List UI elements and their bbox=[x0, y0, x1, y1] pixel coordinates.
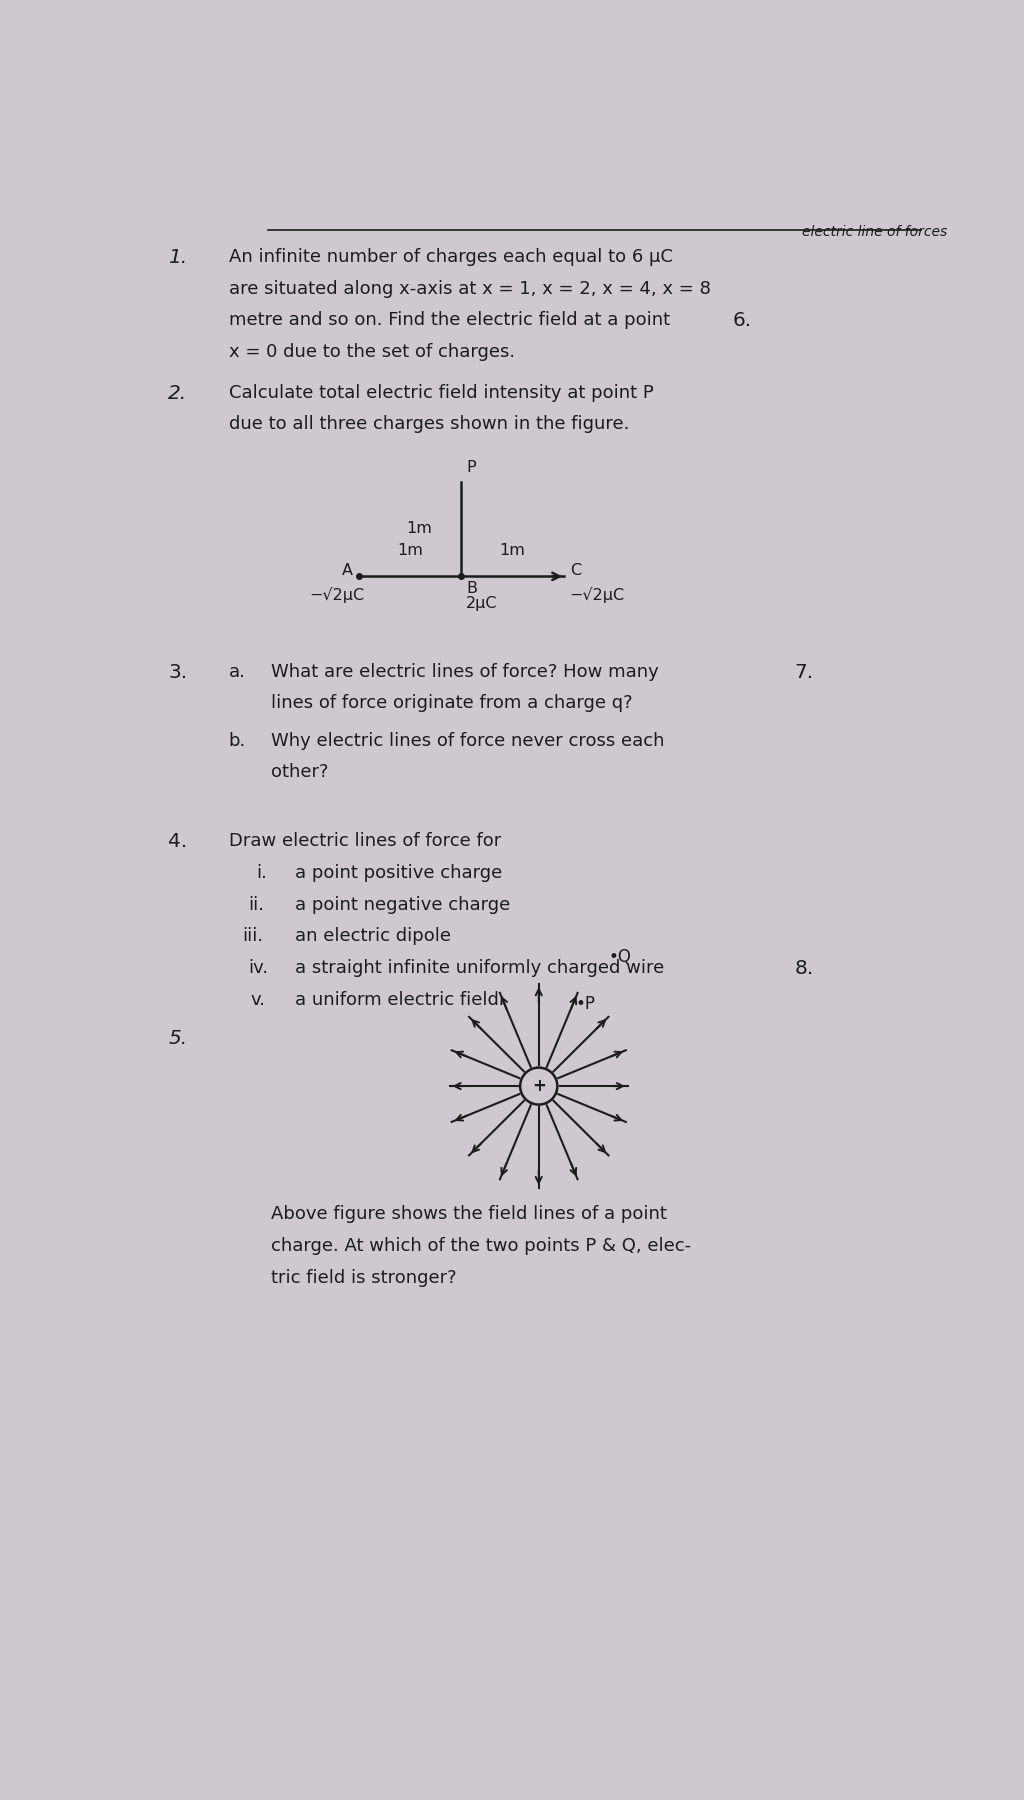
Text: iii.: iii. bbox=[243, 927, 264, 945]
Text: x = 0 due to the set of charges.: x = 0 due to the set of charges. bbox=[228, 344, 515, 362]
Text: 3.: 3. bbox=[168, 662, 187, 682]
Text: 2μC: 2μC bbox=[466, 596, 498, 612]
Text: i.: i. bbox=[256, 864, 266, 882]
Text: lines of force originate from a charge q?: lines of force originate from a charge q… bbox=[271, 695, 633, 713]
Text: P: P bbox=[466, 461, 475, 475]
Text: 7.: 7. bbox=[795, 662, 814, 682]
Text: 1m: 1m bbox=[500, 544, 525, 558]
Text: tric field is stronger?: tric field is stronger? bbox=[271, 1269, 457, 1287]
Text: 5.: 5. bbox=[168, 1030, 187, 1048]
Text: due to all three charges shown in the figure.: due to all three charges shown in the fi… bbox=[228, 416, 629, 434]
Text: ii.: ii. bbox=[248, 896, 264, 914]
Text: 1m: 1m bbox=[406, 522, 432, 536]
Text: Calculate total electric field intensity at point P: Calculate total electric field intensity… bbox=[228, 383, 653, 401]
Text: +: + bbox=[531, 1076, 546, 1094]
Text: What are electric lines of force? How many: What are electric lines of force? How ma… bbox=[271, 662, 659, 680]
Text: −√2μC: −√2μC bbox=[309, 587, 365, 603]
Text: a point negative charge: a point negative charge bbox=[295, 896, 510, 914]
Text: b.: b. bbox=[228, 733, 246, 751]
Text: v.: v. bbox=[251, 990, 265, 1008]
Text: iv.: iv. bbox=[248, 959, 268, 977]
Text: charge. At which of the two points P & Q, elec-: charge. At which of the two points P & Q… bbox=[271, 1237, 691, 1255]
Text: 2.: 2. bbox=[168, 383, 187, 403]
Text: 1.: 1. bbox=[168, 248, 187, 268]
Text: Above figure shows the field lines of a point: Above figure shows the field lines of a … bbox=[271, 1206, 668, 1224]
Text: 1m: 1m bbox=[397, 544, 423, 558]
Text: electric line of forces: electric line of forces bbox=[802, 225, 947, 239]
Text: an electric dipole: an electric dipole bbox=[295, 927, 451, 945]
Text: a.: a. bbox=[228, 662, 246, 680]
Text: 4.: 4. bbox=[168, 832, 187, 851]
Text: are situated along x-axis at x = 1, x = 2, x = 4, x = 8: are situated along x-axis at x = 1, x = … bbox=[228, 281, 711, 299]
Text: C: C bbox=[569, 563, 581, 578]
Text: a point positive charge: a point positive charge bbox=[295, 864, 502, 882]
Text: 6.: 6. bbox=[732, 311, 752, 331]
Text: −√2μC: −√2μC bbox=[569, 587, 625, 603]
Text: a uniform electric field: a uniform electric field bbox=[295, 990, 499, 1008]
Text: 8.: 8. bbox=[795, 959, 814, 977]
Text: A: A bbox=[342, 563, 352, 578]
Text: other?: other? bbox=[271, 763, 329, 781]
Text: •P: •P bbox=[575, 995, 596, 1013]
Text: Draw electric lines of force for: Draw electric lines of force for bbox=[228, 832, 501, 850]
Text: •Q: •Q bbox=[608, 947, 632, 965]
Text: metre and so on. Find the electric field at a point: metre and so on. Find the electric field… bbox=[228, 311, 670, 329]
Text: Why electric lines of force never cross each: Why electric lines of force never cross … bbox=[271, 733, 665, 751]
Text: An infinite number of charges each equal to 6 μC: An infinite number of charges each equal… bbox=[228, 248, 673, 266]
Text: a straight infinite uniformly charged wire: a straight infinite uniformly charged wi… bbox=[295, 959, 664, 977]
Text: B: B bbox=[466, 581, 477, 596]
